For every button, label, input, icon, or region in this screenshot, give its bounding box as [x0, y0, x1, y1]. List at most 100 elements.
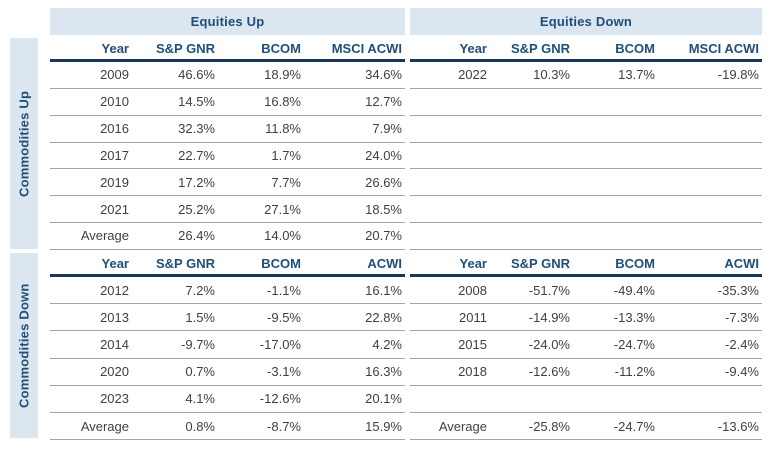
column-header: S&P GNR [490, 253, 573, 277]
header-row: Year S&P GNR BCOM MSCI ACWI [410, 38, 762, 62]
column-header: Year [410, 253, 490, 277]
cell: -1.1% [218, 275, 304, 305]
cell: 22.7% [132, 142, 218, 170]
cell: 2022 [410, 60, 490, 89]
table-row: Average -25.8% -24.7% -13.6% [410, 412, 762, 441]
table-row: Average 26.4% 14.0% 20.7% [50, 222, 405, 250]
column-header: MSCI ACWI [658, 38, 762, 62]
cell: 1.7% [218, 142, 304, 170]
cell: 7.7% [218, 168, 304, 197]
cell: 14.5% [132, 88, 218, 116]
cell [490, 142, 573, 170]
cell [658, 195, 762, 224]
cell [410, 195, 490, 224]
cell: -24.0% [490, 330, 573, 359]
cell: 14.0% [218, 222, 304, 250]
table-row [410, 142, 762, 170]
cell: 2020 [50, 358, 132, 386]
cell: 16.1% [304, 275, 405, 305]
cell: -49.4% [573, 275, 658, 305]
cell: -19.8% [658, 60, 762, 89]
cell: 2014 [50, 330, 132, 359]
cell [573, 115, 658, 143]
table-row: 2008 -51.7% -49.4% -35.3% [410, 275, 762, 305]
table-row: 2009 46.6% 18.9% 34.6% [50, 60, 405, 89]
cell: 2013 [50, 303, 132, 332]
cell: 34.6% [304, 60, 405, 89]
column-header: Year [50, 38, 132, 62]
table-row: 2016 32.3% 11.8% 7.9% [50, 115, 405, 143]
cell: 11.8% [218, 115, 304, 143]
table-row: 2013 1.5% -9.5% 22.8% [50, 303, 405, 332]
cell [490, 385, 573, 413]
table-row: 2014 -9.7% -17.0% 4.2% [50, 330, 405, 359]
cell: -35.3% [658, 275, 762, 305]
cell: -9.4% [658, 358, 762, 386]
cell [573, 385, 658, 413]
cell: 2010 [50, 88, 132, 116]
cell: 2008 [410, 275, 490, 305]
column-header: S&P GNR [132, 38, 218, 62]
cell [658, 385, 762, 413]
table-row [410, 222, 762, 250]
cell: 2019 [50, 168, 132, 197]
cell: 25.2% [132, 195, 218, 224]
column-band-equities-down: Equities Down [410, 8, 762, 35]
cell [573, 88, 658, 116]
cell: 17.2% [132, 168, 218, 197]
cell: 2021 [50, 195, 132, 224]
cell [410, 115, 490, 143]
cell [490, 168, 573, 197]
cell: -11.2% [573, 358, 658, 386]
cell [658, 168, 762, 197]
cell: 10.3% [490, 60, 573, 89]
cell: 16.3% [304, 358, 405, 386]
cell: 15.9% [304, 412, 405, 441]
table-row: Average 0.8% -8.7% 15.9% [50, 412, 405, 441]
cell: 20.1% [304, 385, 405, 413]
column-header: S&P GNR [132, 253, 218, 277]
row-band-commodities-down: Commodities Down [10, 253, 38, 438]
column-header: ACWI [304, 253, 405, 277]
cell: 0.8% [132, 412, 218, 441]
cell: 2015 [410, 330, 490, 359]
cell: -24.7% [573, 412, 658, 441]
cell: 12.7% [304, 88, 405, 116]
cell [658, 115, 762, 143]
cell: 2011 [410, 303, 490, 332]
cell: 2017 [50, 142, 132, 170]
cell [658, 222, 762, 250]
table-row: 2022 10.3% 13.7% -19.8% [410, 60, 762, 89]
table-row: 2018 -12.6% -11.2% -9.4% [410, 358, 762, 386]
cell: 27.1% [218, 195, 304, 224]
cell: -24.7% [573, 330, 658, 359]
column-band-equities-up: Equities Up [50, 8, 405, 35]
cell [410, 385, 490, 413]
cell: 2009 [50, 60, 132, 89]
column-header: MSCI ACWI [304, 38, 405, 62]
cell: -3.1% [218, 358, 304, 386]
cell [658, 142, 762, 170]
cell: 16.8% [218, 88, 304, 116]
cell: 7.9% [304, 115, 405, 143]
cell [573, 142, 658, 170]
table-commodities-down-equities-down: Year S&P GNR BCOM ACWI 2008 -51.7% -49.4% -35.3… [410, 253, 762, 441]
table-row: 2020 0.7% -3.1% 16.3% [50, 358, 405, 386]
table-row [410, 115, 762, 143]
table-commodities-down-equities-up: Year S&P GNR BCOM ACWI 2012 7.2% -1.1% 16.1% 201… [50, 253, 405, 441]
column-header: BCOM [218, 253, 304, 277]
cell [490, 115, 573, 143]
cell: 2012 [50, 275, 132, 305]
cell: 7.2% [132, 275, 218, 305]
cell: Average [50, 222, 132, 250]
table-row [410, 195, 762, 224]
column-header: BCOM [573, 38, 658, 62]
cell: 18.9% [218, 60, 304, 89]
cell: -25.8% [490, 412, 573, 441]
table-row: 2015 -24.0% -24.7% -2.4% [410, 330, 762, 359]
cell: 26.4% [132, 222, 218, 250]
table-row [410, 385, 762, 413]
cell [573, 222, 658, 250]
header-row: Year S&P GNR BCOM MSCI ACWI [50, 38, 405, 62]
cell [658, 88, 762, 116]
